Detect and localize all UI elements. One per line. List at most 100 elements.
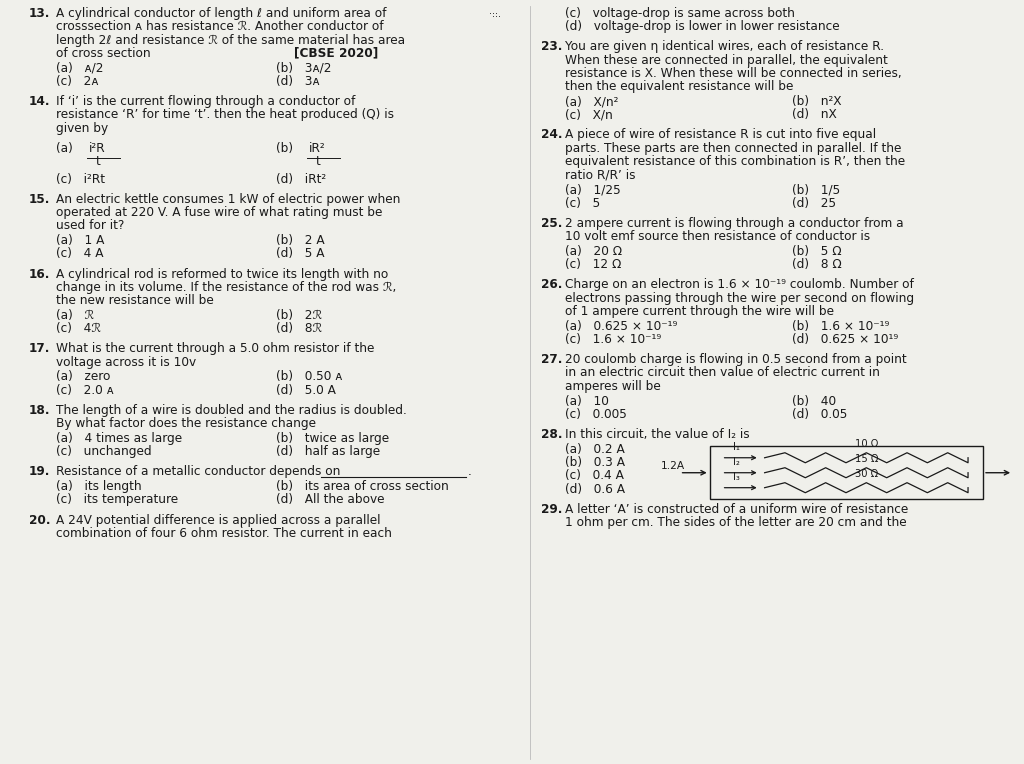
Text: A piece of wire of resistance R is cut into five equal: A piece of wire of resistance R is cut i… (565, 128, 877, 141)
Text: (d)   5.0 A: (d) 5.0 A (276, 384, 336, 397)
Text: 16.: 16. (29, 267, 50, 280)
Text: (c)   its temperature: (c) its temperature (56, 494, 178, 507)
Text: voltage across it is 10ᴠ: voltage across it is 10ᴠ (56, 356, 197, 369)
Text: 15.: 15. (29, 193, 50, 206)
Text: (a)   20 Ω: (a) 20 Ω (565, 244, 623, 257)
Text: (b)   3ᴀ/2: (b) 3ᴀ/2 (276, 62, 332, 75)
Text: 20.: 20. (29, 513, 50, 526)
Text: amperes will be: amperes will be (565, 380, 662, 393)
Text: i²R: i²R (89, 142, 105, 155)
Text: When these are connected in parallel, the equivalent: When these are connected in parallel, th… (565, 53, 888, 66)
Text: t: t (315, 154, 321, 167)
Text: (c)   unchanged: (c) unchanged (56, 445, 152, 458)
Text: (c)   0.005: (c) 0.005 (565, 408, 627, 421)
Text: (d)   half as large: (d) half as large (276, 445, 381, 458)
Text: By what factor does the resistance change: By what factor does the resistance chang… (56, 417, 316, 430)
Text: In this circuit, the value of I₂ is: In this circuit, the value of I₂ is (565, 428, 750, 441)
Text: (b)   n²X: (b) n²X (792, 95, 841, 108)
Text: resistance ‘R’ for time ‘t’. then the heat produced (Q) is: resistance ‘R’ for time ‘t’. then the he… (56, 108, 394, 121)
Text: 15 Ω: 15 Ω (855, 454, 878, 464)
Text: You are given η identical wires, each of resistance R.: You are given η identical wires, each of… (565, 40, 885, 53)
Text: [CBSE 2020]: [CBSE 2020] (294, 47, 378, 60)
Text: 23.: 23. (541, 40, 562, 53)
Text: The length of a wire is doubled and the radius is doubled.: The length of a wire is doubled and the … (56, 404, 408, 417)
Text: (b)   5 Ω: (b) 5 Ω (792, 244, 841, 257)
Text: (c)   1.6 × 10⁻¹⁹: (c) 1.6 × 10⁻¹⁹ (565, 333, 662, 346)
Text: (d)   0.05: (d) 0.05 (792, 408, 847, 421)
Text: ratio R/R’ is: ratio R/R’ is (565, 169, 636, 182)
Text: (d)   nX: (d) nX (792, 108, 837, 121)
Text: (b)   1/5: (b) 1/5 (792, 183, 840, 196)
Text: (d)   All the above: (d) All the above (276, 494, 385, 507)
Text: 25.: 25. (541, 217, 562, 230)
Text: 13.: 13. (29, 7, 50, 20)
Text: A 24V potential difference is applied across a parallel: A 24V potential difference is applied ac… (56, 513, 381, 526)
Text: (a)   1 A: (a) 1 A (56, 234, 104, 247)
Text: crosssection ᴀ has resistance ℛ. Another conductor of: crosssection ᴀ has resistance ℛ. Another… (56, 20, 384, 33)
Text: (d)   8 Ω: (d) 8 Ω (792, 258, 842, 271)
Text: t: t (95, 154, 100, 167)
Text: the new resistance will be: the new resistance will be (56, 294, 214, 307)
Text: (d)   8ℛ: (d) 8ℛ (276, 322, 323, 335)
Text: (a)   4 times as large: (a) 4 times as large (56, 432, 182, 445)
Text: (b)   2 A: (b) 2 A (276, 234, 325, 247)
Text: 1 ohm per cm. The sides of the letter are 20 cm and the: 1 ohm per cm. The sides of the letter ar… (565, 516, 907, 529)
Text: (c)   2.0 ᴀ: (c) 2.0 ᴀ (56, 384, 114, 397)
Text: What is the current through a 5.0 ohm resistor if the: What is the current through a 5.0 ohm re… (56, 342, 375, 355)
Text: 18.: 18. (29, 404, 50, 417)
Text: 14.: 14. (29, 95, 50, 108)
Text: (c)   5: (c) 5 (565, 196, 600, 209)
Text: of cross section: of cross section (56, 47, 151, 60)
Text: (a): (a) (56, 142, 73, 155)
Text: ···: ··· (489, 9, 499, 19)
Text: combination of four 6 ohm resistor. The current in each: combination of four 6 ohm resistor. The … (56, 527, 392, 540)
Text: iR²: iR² (309, 142, 326, 155)
Text: A cylindrical conductor of length ℓ and uniform area of: A cylindrical conductor of length ℓ and … (56, 7, 387, 20)
Text: (b)   2ℛ: (b) 2ℛ (276, 309, 323, 322)
Text: I₁: I₁ (733, 442, 740, 452)
Text: (c)   2ᴀ: (c) 2ᴀ (56, 75, 99, 88)
Text: A letter ‘A’ is constructed of a uniform wire of resistance: A letter ‘A’ is constructed of a uniform… (565, 503, 908, 516)
Text: (b)   40: (b) 40 (792, 394, 836, 407)
Text: 29.: 29. (541, 503, 562, 516)
Text: (a)   0.2 A: (a) 0.2 A (565, 442, 625, 455)
Text: (b)   0.3 A: (b) 0.3 A (565, 456, 626, 469)
Text: of 1 ampere current through the wire will be: of 1 ampere current through the wire wil… (565, 305, 835, 318)
Text: then the equivalent resistance will be: then the equivalent resistance will be (565, 80, 794, 93)
Text: (c)   voltage-drop is same across both: (c) voltage-drop is same across both (565, 7, 795, 20)
Text: 28.: 28. (541, 428, 562, 441)
Text: (b)   twice as large: (b) twice as large (276, 432, 389, 445)
Text: (b)   0.50 ᴀ: (b) 0.50 ᴀ (276, 371, 343, 384)
Text: If ‘i’ is the current flowing through a conductor of: If ‘i’ is the current flowing through a … (56, 95, 355, 108)
Text: (a)   ℛ: (a) ℛ (56, 309, 94, 322)
Text: (b): (b) (276, 142, 294, 155)
Text: .: . (468, 465, 472, 478)
Text: (a)   10: (a) 10 (565, 394, 609, 407)
Text: resistance is X. When these will be connected in series,: resistance is X. When these will be conn… (565, 67, 902, 80)
Text: 27.: 27. (541, 353, 562, 366)
Text: 10 volt emf source then resistance of conductor is: 10 volt emf source then resistance of co… (565, 230, 870, 243)
Text: 20 coulomb charge is flowing in 0.5 second from a point: 20 coulomb charge is flowing in 0.5 seco… (565, 353, 907, 366)
Text: given by: given by (56, 121, 109, 134)
Text: electrons passing through the wire per second on flowing: electrons passing through the wire per s… (565, 292, 914, 305)
Text: (d)   iRt²: (d) iRt² (276, 173, 327, 186)
Text: (d)   voltage-drop is lower in lower resistance: (d) voltage-drop is lower in lower resis… (565, 20, 840, 33)
Text: Resistance of a metallic conductor depends on: Resistance of a metallic conductor depen… (56, 465, 341, 478)
Text: (a)   1/25: (a) 1/25 (565, 183, 621, 196)
Text: (b)   1.6 × 10⁻¹⁹: (b) 1.6 × 10⁻¹⁹ (792, 319, 889, 332)
Text: 19.: 19. (29, 465, 50, 478)
Bar (710, 446, 983, 500)
Text: An electric kettle consumes 1 kW of electric power when: An electric kettle consumes 1 kW of elec… (56, 193, 400, 206)
Text: (a)   zero: (a) zero (56, 371, 111, 384)
Text: (a)   its length: (a) its length (56, 480, 142, 493)
Text: (c)   i²Rt: (c) i²Rt (56, 173, 105, 186)
Text: (b)   its area of cross section: (b) its area of cross section (276, 480, 450, 493)
Text: (c)   4 A: (c) 4 A (56, 248, 103, 261)
Text: (c)   X/n: (c) X/n (565, 108, 613, 121)
Text: ...: ... (492, 9, 501, 19)
Text: operated at 220 V. A fuse wire of what rating must be: operated at 220 V. A fuse wire of what r… (56, 206, 383, 219)
Text: 1.2A: 1.2A (660, 461, 685, 471)
Text: in an electric circuit then value of electric current in: in an electric circuit then value of ele… (565, 367, 880, 380)
Text: (a)   ᴀ/2: (a) ᴀ/2 (56, 62, 103, 75)
Text: (d)   3ᴀ: (d) 3ᴀ (276, 75, 321, 88)
